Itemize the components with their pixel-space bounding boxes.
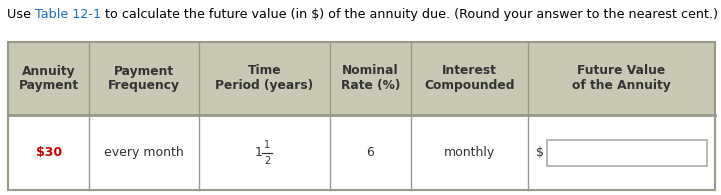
Text: monthly: monthly: [443, 146, 495, 159]
Text: Future Value
of the Annuity: Future Value of the Annuity: [572, 65, 671, 92]
Text: Payment
Frequency: Payment Frequency: [108, 65, 180, 92]
Bar: [8, 42, 715, 115]
Text: every month: every month: [105, 146, 184, 159]
Text: to calculate the future value (in $) of the annuity due. (Round your answer to t: to calculate the future value (in $) of …: [101, 8, 718, 21]
Bar: [8, 42, 715, 190]
Text: 2: 2: [264, 155, 270, 166]
Text: 1: 1: [255, 146, 262, 159]
Text: Time
Period (years): Time Period (years): [216, 65, 314, 92]
Text: Nominal
Rate (%): Nominal Rate (%): [340, 65, 400, 92]
Text: Use: Use: [7, 8, 35, 21]
Text: Table 12-1: Table 12-1: [35, 8, 101, 21]
Text: 6: 6: [366, 146, 374, 159]
Text: $30: $30: [35, 146, 62, 159]
Text: Interest
Compounded: Interest Compounded: [424, 65, 515, 92]
Bar: [8, 115, 715, 190]
Bar: [547, 139, 707, 166]
Text: 1: 1: [264, 139, 270, 150]
Text: Annuity
Payment: Annuity Payment: [19, 65, 79, 92]
Text: $: $: [536, 146, 544, 159]
